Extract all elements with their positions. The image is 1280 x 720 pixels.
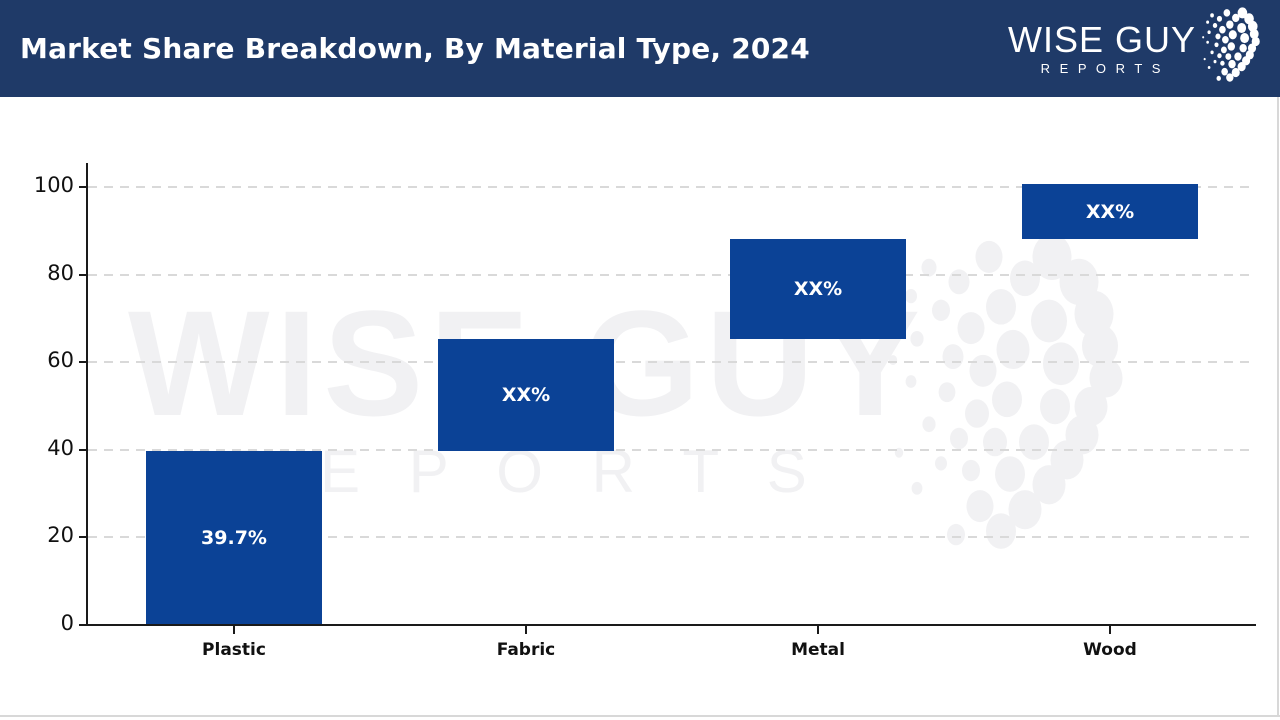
- x-tick-label-fabric: Fabric: [496, 640, 556, 660]
- gridline-60: [88, 361, 1256, 364]
- x-tick-fabric: [525, 625, 527, 634]
- gridline-40: [88, 448, 1256, 451]
- gridline-20: [88, 536, 1256, 539]
- y-axis-spine: [86, 163, 88, 626]
- y-tick-100: [79, 185, 88, 188]
- logo-wordmark: WISE GUY: [1007, 19, 1196, 61]
- bar-wood: XX%: [1022, 183, 1198, 240]
- bottom-border: [0, 715, 1280, 717]
- bar-value-label-fabric: XX%: [501, 383, 551, 406]
- y-tick-60: [79, 361, 88, 364]
- x-axis-spine: [86, 624, 1256, 626]
- y-tick-40: [79, 448, 88, 451]
- watermark-subtext: R E P O R T S: [228, 438, 823, 505]
- wiseguy-logo: WISE GUY R E P O R T S: [1008, 7, 1272, 91]
- x-tick-label-metal: Metal: [791, 640, 845, 660]
- bar-plastic: 39.7%: [146, 451, 322, 625]
- logo-text: WISE GUY R E P O R T S: [1008, 21, 1196, 76]
- y-tick-label-100: 100: [33, 172, 74, 197]
- gridline-80: [88, 273, 1256, 276]
- bar-metal: XX%: [730, 239, 906, 339]
- header: Market Share Breakdown, By Material Type…: [0, 0, 1280, 97]
- x-tick-label-plastic: Plastic: [202, 640, 266, 660]
- bar-fabric: XX%: [438, 338, 614, 452]
- y-tick-20: [79, 536, 88, 539]
- y-tick-label-20: 20: [47, 523, 74, 548]
- y-tick-80: [79, 273, 88, 276]
- bar-value-label-wood: XX%: [1085, 200, 1135, 223]
- gridline-100: [88, 185, 1256, 188]
- right-border: [1277, 97, 1279, 717]
- y-tick-label-40: 40: [47, 435, 74, 460]
- bar-value-label-plastic: 39.7%: [201, 527, 267, 550]
- y-tick-0: [79, 624, 88, 626]
- y-tick-label-60: 60: [47, 348, 74, 373]
- y-tick-label-0: 0: [60, 611, 74, 635]
- logo-subtext: R E P O R T S: [1040, 60, 1164, 76]
- x-tick-wood: [1109, 625, 1111, 634]
- page-title: Market Share Breakdown, By Material Type…: [20, 32, 810, 65]
- y-tick-label-80: 80: [47, 260, 74, 285]
- watermark-head-icon: [872, 232, 1172, 588]
- wiseguy-head-icon: [1198, 7, 1272, 91]
- x-tick-metal: [817, 625, 819, 634]
- x-tick-plastic: [233, 625, 235, 634]
- x-tick-label-wood: Wood: [1083, 640, 1137, 660]
- bar-value-label-metal: XX%: [793, 278, 843, 301]
